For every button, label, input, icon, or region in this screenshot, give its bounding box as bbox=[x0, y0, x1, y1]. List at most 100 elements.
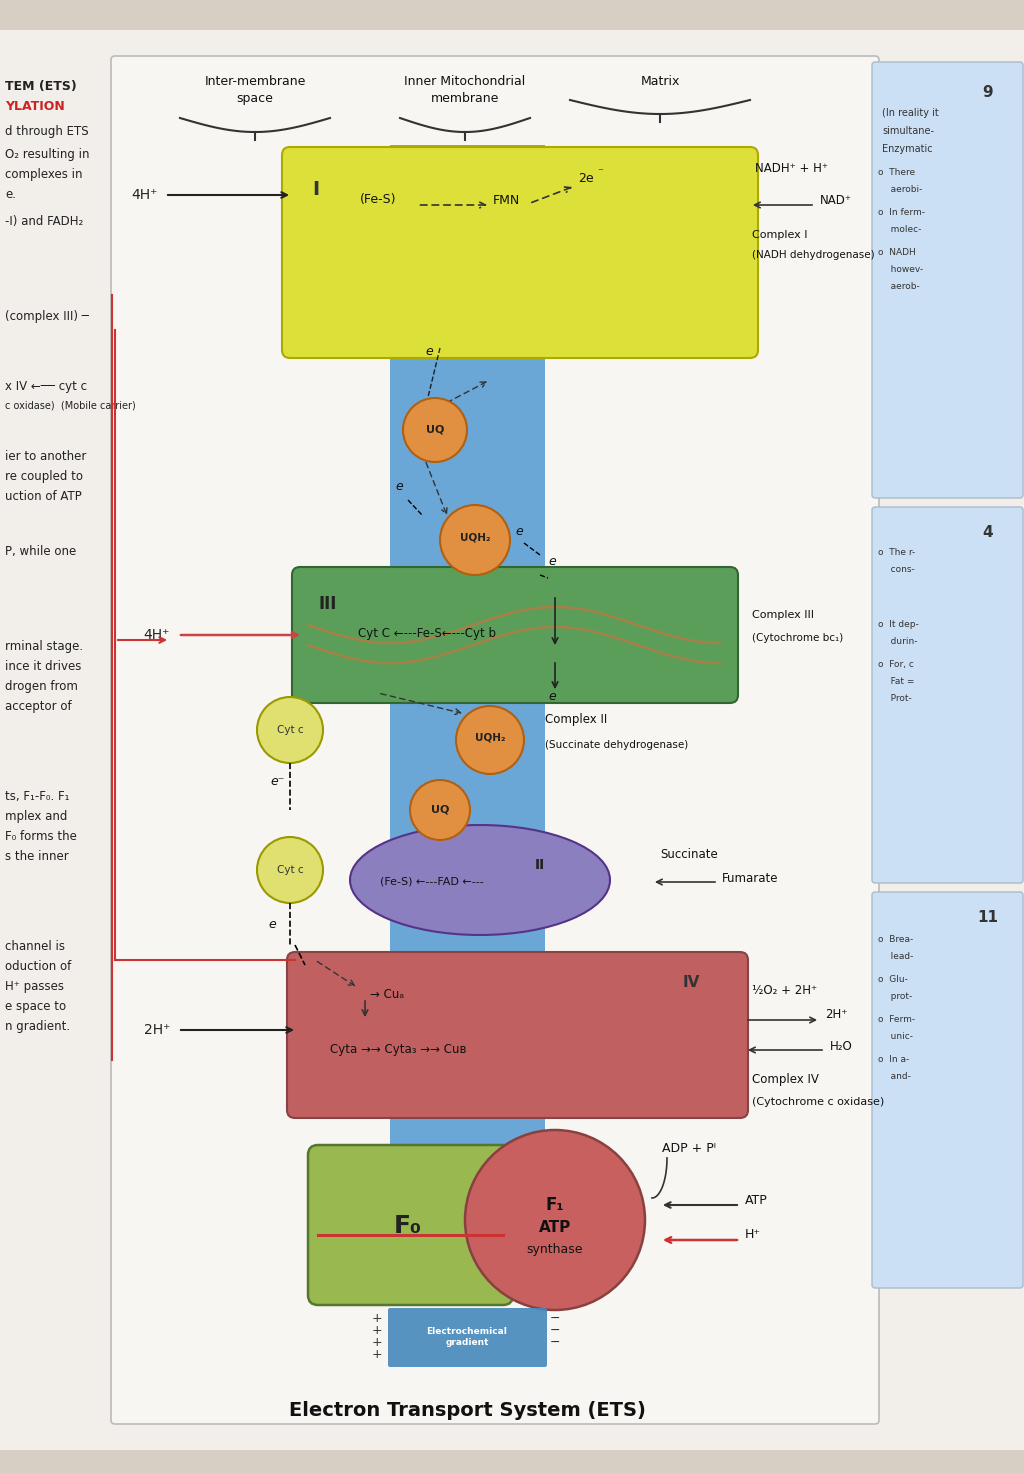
Text: (In reality it: (In reality it bbox=[882, 108, 939, 118]
Text: Matrix: Matrix bbox=[640, 75, 680, 88]
Text: Succinate: Succinate bbox=[660, 848, 718, 862]
Text: 4H⁺: 4H⁺ bbox=[132, 189, 158, 202]
Text: Cyt C ←---Fe-S←---Cyt b: Cyt C ←---Fe-S←---Cyt b bbox=[358, 626, 496, 639]
FancyBboxPatch shape bbox=[388, 1308, 547, 1367]
Text: o  It dep-: o It dep- bbox=[878, 620, 919, 629]
Text: e: e bbox=[515, 524, 522, 538]
Text: o  There: o There bbox=[878, 168, 915, 177]
Text: 2H⁺: 2H⁺ bbox=[143, 1024, 170, 1037]
Text: +: + bbox=[372, 1311, 382, 1324]
Text: I: I bbox=[312, 180, 319, 199]
Text: 9: 9 bbox=[983, 85, 993, 100]
FancyBboxPatch shape bbox=[308, 1145, 513, 1305]
Text: Inner Mitochondrial
membrane: Inner Mitochondrial membrane bbox=[404, 75, 525, 105]
Text: (Succinate dehydrogenase): (Succinate dehydrogenase) bbox=[545, 739, 688, 750]
FancyBboxPatch shape bbox=[287, 952, 748, 1118]
Text: ATP: ATP bbox=[539, 1221, 571, 1236]
Text: Complex III: Complex III bbox=[752, 610, 814, 620]
Text: NAD⁺: NAD⁺ bbox=[820, 193, 852, 206]
Text: howev-: howev- bbox=[882, 265, 924, 274]
Text: e space to: e space to bbox=[5, 1000, 67, 1013]
Text: n gradient.: n gradient. bbox=[5, 1019, 70, 1033]
Text: Cyt c: Cyt c bbox=[276, 725, 303, 735]
Text: Electron Transport System (ETS): Electron Transport System (ETS) bbox=[289, 1401, 645, 1420]
Text: II: II bbox=[535, 857, 545, 872]
Text: F₁: F₁ bbox=[546, 1196, 564, 1214]
Text: complexes in: complexes in bbox=[5, 168, 83, 181]
Text: Complex II: Complex II bbox=[545, 713, 607, 726]
Text: ince it drives: ince it drives bbox=[5, 660, 81, 673]
Text: 11: 11 bbox=[978, 910, 998, 925]
FancyBboxPatch shape bbox=[872, 62, 1023, 498]
Text: o  Brea-: o Brea- bbox=[878, 935, 913, 944]
Text: −: − bbox=[550, 1311, 560, 1324]
Text: oduction of: oduction of bbox=[5, 960, 72, 974]
FancyBboxPatch shape bbox=[282, 147, 758, 358]
Text: c oxidase)  (Mobile carrier): c oxidase) (Mobile carrier) bbox=[5, 401, 136, 409]
Text: Complex IV: Complex IV bbox=[752, 1074, 819, 1087]
Text: simultane-: simultane- bbox=[882, 127, 934, 136]
Text: o  Glu-: o Glu- bbox=[878, 975, 908, 984]
Text: UQ: UQ bbox=[431, 806, 450, 815]
Text: UQH₂: UQH₂ bbox=[475, 734, 505, 742]
Text: ier to another: ier to another bbox=[5, 449, 86, 463]
Text: → Cuₐ: → Cuₐ bbox=[370, 988, 404, 1002]
Text: Cyt c: Cyt c bbox=[276, 865, 303, 875]
Text: 4H⁺: 4H⁺ bbox=[143, 627, 170, 642]
Circle shape bbox=[465, 1130, 645, 1309]
Text: e: e bbox=[425, 345, 433, 358]
Text: +: + bbox=[372, 1324, 382, 1336]
Text: H⁺ passes: H⁺ passes bbox=[5, 980, 63, 993]
Text: Electrochemical
gradient: Electrochemical gradient bbox=[427, 1327, 508, 1346]
Text: −: − bbox=[550, 1336, 560, 1348]
Text: Fumarate: Fumarate bbox=[722, 872, 778, 884]
Text: (Cytochrome bc₁): (Cytochrome bc₁) bbox=[752, 633, 843, 644]
Text: (Cytochrome c oxidase): (Cytochrome c oxidase) bbox=[752, 1097, 885, 1108]
Text: UQH₂: UQH₂ bbox=[460, 533, 490, 544]
Text: (NADH dehydrogenase): (NADH dehydrogenase) bbox=[752, 250, 874, 261]
Text: acceptor of: acceptor of bbox=[5, 700, 72, 713]
Text: UQ: UQ bbox=[426, 426, 444, 435]
Circle shape bbox=[440, 505, 510, 574]
Text: x IV ←── cyt c: x IV ←── cyt c bbox=[5, 380, 87, 393]
Text: O₂ resulting in: O₂ resulting in bbox=[5, 147, 89, 161]
Text: 2H⁺: 2H⁺ bbox=[825, 1009, 848, 1021]
Text: P, while one: P, while one bbox=[5, 545, 76, 558]
Text: uction of ATP: uction of ATP bbox=[5, 491, 82, 502]
Text: Cyta →→ Cyta₃ →→ Cuʙ: Cyta →→ Cyta₃ →→ Cuʙ bbox=[330, 1043, 466, 1056]
FancyBboxPatch shape bbox=[111, 56, 879, 1424]
FancyBboxPatch shape bbox=[0, 29, 1024, 1449]
Text: IV: IV bbox=[683, 975, 700, 990]
Text: mplex and: mplex and bbox=[5, 810, 68, 823]
Text: e: e bbox=[548, 555, 556, 569]
Text: ADP + Pᴵ: ADP + Pᴵ bbox=[662, 1142, 716, 1155]
Text: 2e: 2e bbox=[578, 171, 594, 184]
Circle shape bbox=[257, 837, 323, 903]
Text: (Fe-S) ←---FAD ←---: (Fe-S) ←---FAD ←--- bbox=[380, 876, 483, 887]
Text: o  For, c: o For, c bbox=[878, 660, 913, 669]
Text: e: e bbox=[268, 918, 275, 931]
Text: e: e bbox=[395, 480, 402, 493]
Text: YLATION: YLATION bbox=[5, 100, 65, 113]
Circle shape bbox=[456, 706, 524, 773]
Text: o  Ferm-: o Ferm- bbox=[878, 1015, 915, 1024]
Text: NADH⁺ + H⁺: NADH⁺ + H⁺ bbox=[755, 162, 828, 174]
Text: ts, F₁-F₀. F₁: ts, F₁-F₀. F₁ bbox=[5, 790, 70, 803]
Text: -I) and FADH₂: -I) and FADH₂ bbox=[5, 215, 83, 228]
Text: H⁺: H⁺ bbox=[745, 1228, 761, 1242]
FancyBboxPatch shape bbox=[292, 567, 738, 703]
FancyBboxPatch shape bbox=[872, 893, 1023, 1287]
Text: channel is: channel is bbox=[5, 940, 65, 953]
Text: o  The r-: o The r- bbox=[878, 548, 915, 557]
Text: Inter-membrane
space: Inter-membrane space bbox=[205, 75, 306, 105]
Text: H₂O: H₂O bbox=[830, 1040, 853, 1053]
Text: F₀ forms the: F₀ forms the bbox=[5, 829, 77, 843]
Text: o  In ferm-: o In ferm- bbox=[878, 208, 925, 217]
Bar bbox=[390, 144, 545, 1276]
Text: ⁻: ⁻ bbox=[597, 166, 603, 177]
Text: rminal stage.: rminal stage. bbox=[5, 639, 83, 653]
Text: +: + bbox=[372, 1348, 382, 1361]
Text: ATP: ATP bbox=[745, 1193, 768, 1206]
Text: +: + bbox=[372, 1336, 382, 1348]
Text: s the inner: s the inner bbox=[5, 850, 69, 863]
